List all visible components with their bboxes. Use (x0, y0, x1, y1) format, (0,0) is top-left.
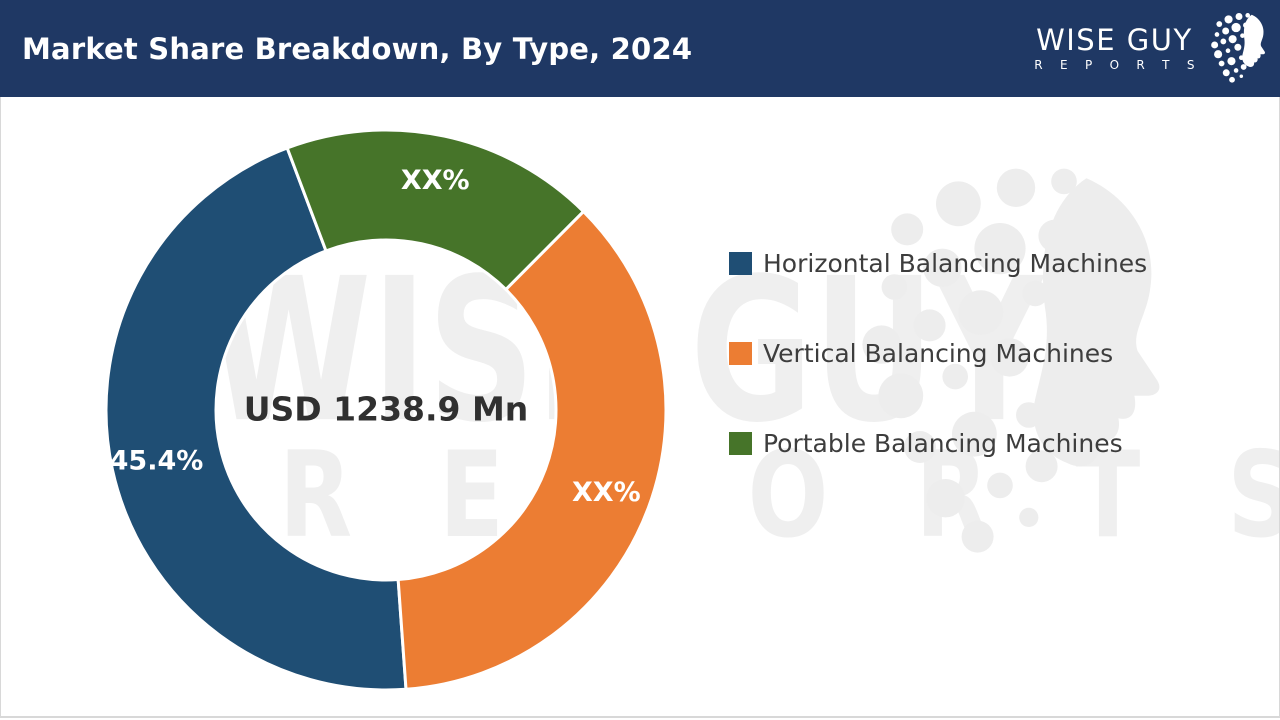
brand-logo: WISE GUY R E P O R T S (1027, 0, 1268, 97)
watermark-text-2: R E P O R T S (279, 427, 1280, 565)
legend-item-vertical: Vertical Balancing Machines (729, 337, 1147, 369)
legend-label-portable: Portable Balancing Machines (763, 428, 1123, 458)
slice-percentage-label-0: 45.4% (110, 445, 204, 476)
legend-swatch-vertical (729, 341, 752, 365)
legend-label-horizontal: Horizontal Balancing Machines (763, 248, 1148, 278)
legend-label-vertical: Vertical Balancing Machines (763, 338, 1114, 368)
slice-percentage-label-1: XX% (401, 165, 470, 196)
slice-percentage-label-2: XX% (572, 477, 641, 508)
legend-swatch-portable (729, 431, 752, 455)
page-title: Market Share Breakdown, By Type, 2024 (22, 31, 693, 66)
legend-item-horizontal: Horizontal Balancing Machines (729, 247, 1147, 279)
chart-canvas: WISE GUY R E P O R T S 45.4%XX%XX% USD 1… (0, 97, 1280, 718)
legend-swatch-horizontal (729, 251, 752, 275)
brand-face-icon (1211, 12, 1265, 83)
brand-name: WISE GUY (1036, 22, 1193, 57)
donut-slice-2 (396, 209, 668, 691)
chart-legend: Horizontal Balancing Machines Vertical B… (729, 247, 1147, 517)
donut-slice-1 (285, 128, 586, 292)
header-bar: Market Share Breakdown, By Type, 2024 WI… (0, 0, 1280, 97)
donut-chart: 45.4% XX% XX% (104, 128, 668, 692)
legend-item-portable: Portable Balancing Machines (729, 427, 1147, 459)
chart-center-value: USD 1238.9 Mn (243, 389, 529, 429)
donut-slice-0 (104, 146, 408, 692)
brand-subtitle: R E P O R T S (1034, 58, 1202, 73)
brand-logo-text: WISE GUY R E P O R T S (1027, 22, 1202, 73)
